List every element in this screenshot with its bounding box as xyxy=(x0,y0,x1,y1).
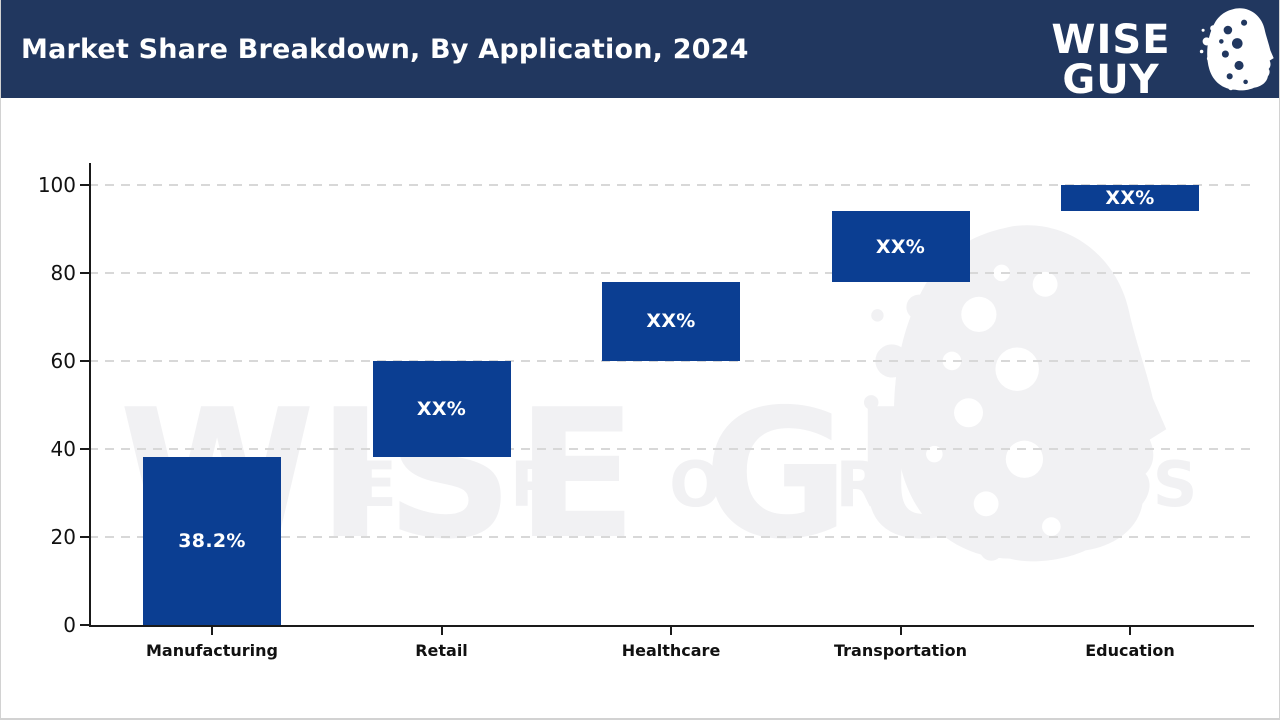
x-tick-label: Transportation xyxy=(833,641,968,660)
logo-wordmark: WISE GUY xyxy=(1051,17,1171,103)
x-axis-tick xyxy=(1129,627,1131,635)
y-axis-tick xyxy=(80,624,89,626)
x-axis-tick xyxy=(211,627,213,635)
y-axis-tick xyxy=(80,448,89,450)
grid-line xyxy=(89,184,1254,186)
bar-value-label: XX% xyxy=(646,310,696,333)
y-axis-tick xyxy=(80,184,89,186)
header-banner: Market Share Breakdown, By Application, … xyxy=(1,0,1279,131)
x-axis-tick xyxy=(440,627,443,635)
y-axis-tick xyxy=(80,272,89,274)
x-axis-line xyxy=(89,625,1254,627)
x-tick-label: Manufacturing xyxy=(146,641,278,660)
watermark-head-icon xyxy=(863,225,1167,562)
grid-line xyxy=(89,360,1254,362)
y-axis-tick xyxy=(80,360,89,362)
chart-title: Market Share Breakdown, By Application, … xyxy=(21,33,749,65)
bar-retail: XX% xyxy=(372,361,511,457)
y-tick-label: 100 xyxy=(37,173,76,197)
bar-value-label: 38.2% xyxy=(178,529,246,552)
chart-area: WISE GUY R E P O R T S 0 20 40 60 80 100 38.2%… xyxy=(1,98,1279,718)
y-tick-label: 60 xyxy=(50,349,76,373)
wiseguy-logo: WISE GUY R E P O R T S xyxy=(1011,0,1279,131)
x-tick-label: Retail xyxy=(415,641,468,660)
y-axis-line xyxy=(89,163,91,627)
y-tick-label: 40 xyxy=(50,437,76,461)
bar-transportation: XX% xyxy=(831,211,970,282)
x-tick-label: Education xyxy=(1085,641,1175,660)
grid-line xyxy=(89,272,1254,274)
bar-value-label: XX% xyxy=(1105,187,1155,210)
x-tick-label: Healthcare xyxy=(621,641,721,660)
y-tick-label: 80 xyxy=(50,261,76,285)
x-axis-tick xyxy=(899,627,902,635)
bar-value-label: XX% xyxy=(416,397,467,420)
bar-value-label: XX% xyxy=(875,235,926,258)
y-tick-label: 20 xyxy=(50,525,76,549)
grid-line xyxy=(89,536,1254,538)
grid-line xyxy=(89,448,1254,450)
bar-education: XX% xyxy=(1061,185,1199,212)
y-tick-label: 0 xyxy=(63,613,76,637)
y-axis-tick xyxy=(80,536,89,538)
bar-healthcare: XX% xyxy=(602,281,740,361)
x-axis-tick xyxy=(670,627,672,635)
logo-head-icon xyxy=(1199,8,1274,91)
bar-manufacturing: 38.2% xyxy=(143,456,281,625)
